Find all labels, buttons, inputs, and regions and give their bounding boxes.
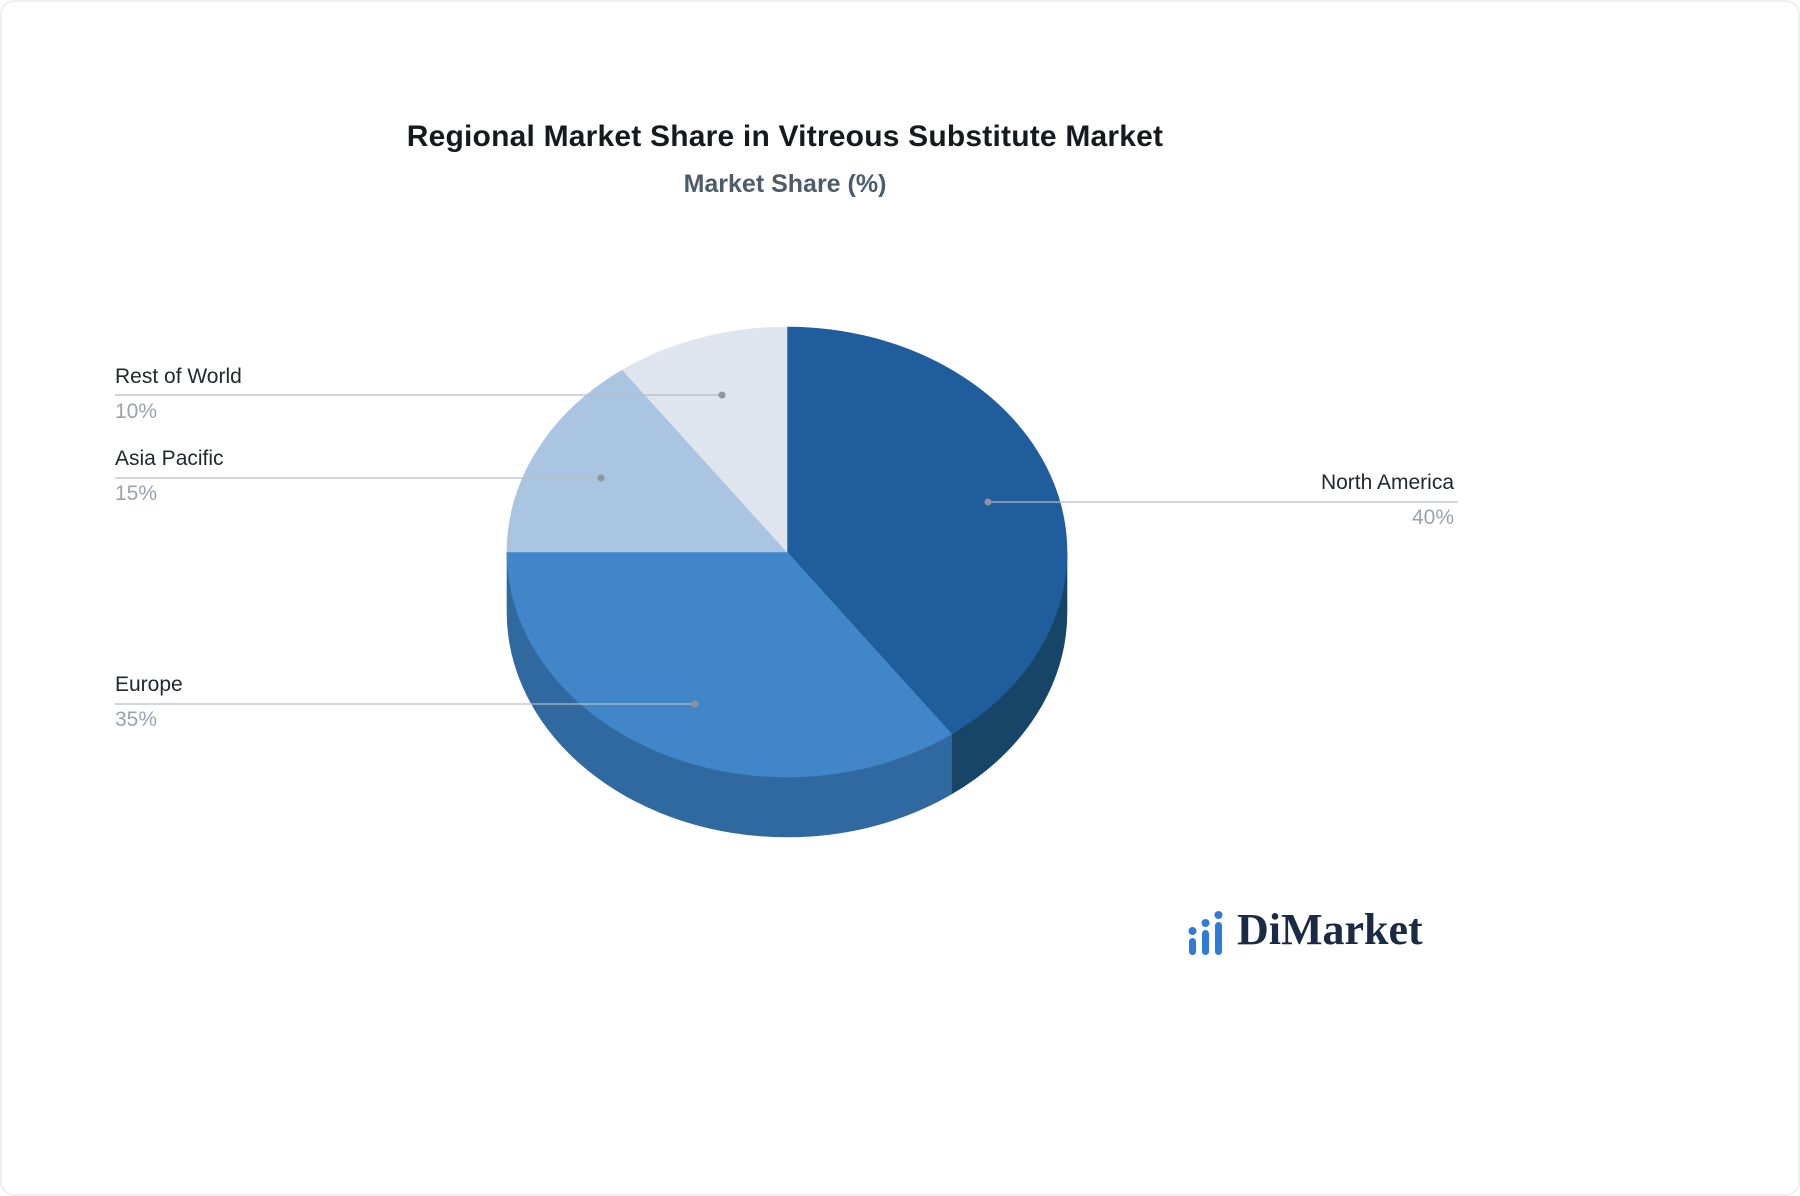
segment-value: 35% (115, 708, 158, 731)
callout-dot-europe (691, 700, 699, 708)
callout-europe: Europe 35% (115, 672, 183, 733)
segment-label: Europe (115, 673, 183, 696)
segment-value: 15% (115, 482, 158, 505)
segment-value: 10% (115, 400, 158, 423)
callout-dot-asia-pacific (597, 474, 605, 482)
chart-subtitle: Market Share (%) (683, 170, 887, 198)
callout-lines (115, 391, 1458, 708)
callout-dot-north-america (984, 498, 992, 506)
bar-chart-icon (1188, 911, 1223, 955)
chart-title: Regional Market Share in Vitreous Substi… (406, 120, 1164, 153)
dimarket-logo: DiMarket (1187, 905, 1423, 955)
callout-north-america: North America 40% (1321, 470, 1454, 531)
pie-slice-europe (506, 551, 953, 778)
pie-slice-rest-of-world (621, 326, 788, 553)
callout-rest-of-world: Rest of World 10% (115, 364, 242, 425)
pie-slices (506, 326, 1068, 838)
pie-slice-north-america (786, 326, 1068, 735)
pie-slice-asia-pacific (506, 369, 788, 553)
segment-value: 40% (1411, 506, 1454, 529)
callout-asia-pacific: Asia Pacific 15% (115, 446, 224, 507)
callout-dot-rest-of-world (718, 391, 726, 399)
segment-label: Rest of World (115, 365, 242, 388)
logo-text: DiMarket (1237, 905, 1423, 954)
segment-label: North America (1320, 471, 1454, 494)
segment-label: Asia Pacific (115, 447, 224, 470)
